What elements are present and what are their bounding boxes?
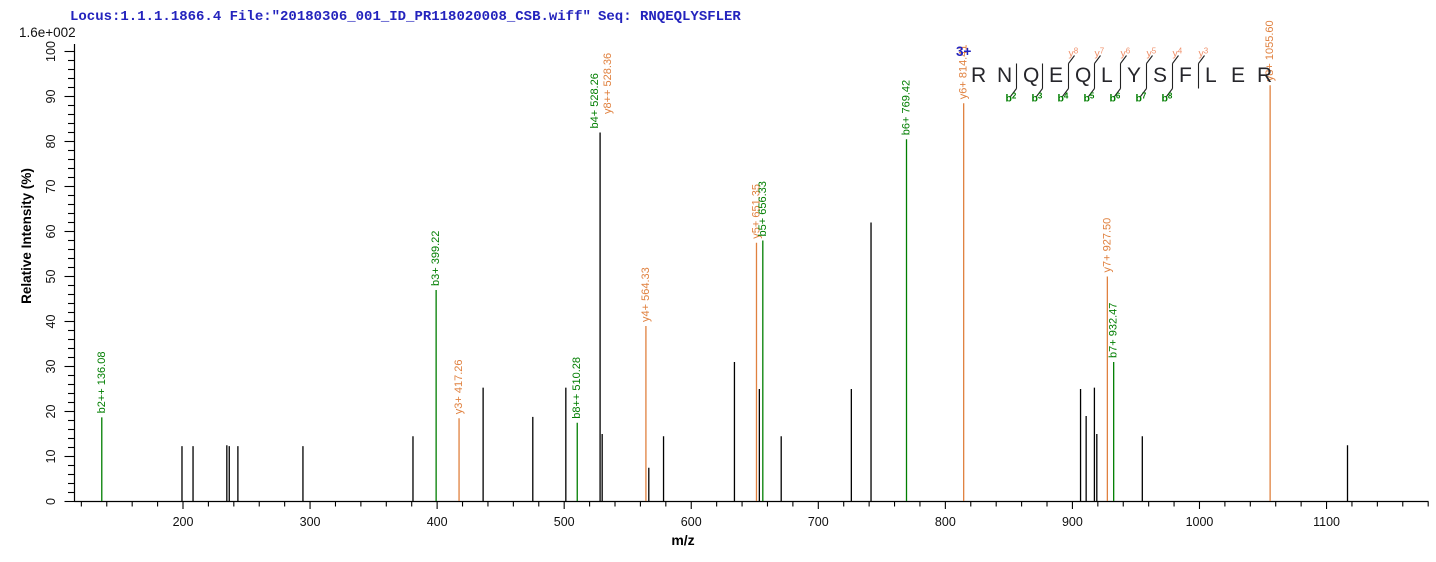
y-tick-label: 10 <box>44 450 58 464</box>
b-cleavage-slash <box>1036 88 1043 97</box>
sequence-residue: E <box>1049 64 1063 87</box>
peak-label: b2++ 136.08 <box>96 352 108 414</box>
peak-label: y7+ 927.50 <box>1101 218 1113 273</box>
x-tick-label: 400 <box>427 515 448 529</box>
y-tick-label: 90 <box>44 90 58 104</box>
x-tick-label: 1000 <box>1186 515 1214 529</box>
sequence-residue: E <box>1231 64 1245 87</box>
y-ion-label: y6 <box>1121 47 1131 60</box>
peak-label: y5+ 651.35 <box>750 184 762 239</box>
y-tick-label: 100 <box>44 41 58 62</box>
y-cleavage-slash <box>1068 55 1075 64</box>
peak-label: b8++ 510.28 <box>571 357 583 419</box>
peak-label: b4+ 528.26 <box>589 73 601 128</box>
b-cleavage-slash <box>1140 88 1147 97</box>
y-cleavage-slash <box>1094 55 1101 64</box>
y-cleavage-slash <box>1172 55 1179 64</box>
sequence-residue: R <box>971 64 986 87</box>
b-cleavage-slash <box>1010 88 1017 97</box>
y-cleavage-slash <box>1120 55 1127 64</box>
peak-label: b7+ 932.47 <box>1108 303 1120 358</box>
peak-label: y3+ 417.26 <box>453 360 465 415</box>
x-tick-label: 200 <box>173 515 194 529</box>
b-cleavage-slash <box>1166 88 1173 97</box>
sequence-residue: L <box>1205 64 1217 87</box>
peak-label: y8++ 528.36 <box>602 53 614 114</box>
sequence-residue: N <box>997 64 1012 87</box>
sequence-residue: L <box>1101 64 1113 87</box>
b-cleavage-slash <box>1088 88 1095 97</box>
x-axis-title: m/z <box>671 532 694 548</box>
sequence-residue: Q <box>1075 64 1091 87</box>
sequence-residue: F <box>1179 64 1192 87</box>
y-cleavage-slash <box>1146 55 1153 64</box>
b-ion-label: b2 <box>1006 92 1017 105</box>
b-cleavage-slash <box>1062 88 1069 97</box>
sequence-header-label: Seq: RNQEQLYSFLER <box>598 9 741 25</box>
b-ion-label: b7 <box>1136 92 1147 105</box>
sequence-residue: Y <box>1127 64 1141 87</box>
x-tick-label: 300 <box>300 515 321 529</box>
sequence-residue: R <box>1257 64 1272 87</box>
x-tick-label: 800 <box>935 515 956 529</box>
b-ion-label: b4 <box>1058 92 1069 105</box>
b-ion-label: b6 <box>1110 92 1121 105</box>
x-tick-label: 900 <box>1062 515 1083 529</box>
peak-label: y4+ 564.33 <box>640 267 652 322</box>
sequence-residue: Q <box>1023 64 1039 87</box>
y-ion-label: y7 <box>1095 47 1105 60</box>
x-tick-label: 600 <box>681 515 702 529</box>
y-tick-label: 30 <box>44 360 58 374</box>
locus-file-label: Locus:1.1.1.1866.4 File:"20180306_001_ID… <box>70 9 591 25</box>
peak-label: y6+ 814.41 <box>958 45 970 100</box>
peak-label: y8+ 1055.60 <box>1264 20 1276 81</box>
b-cleavage-slash <box>1114 88 1121 97</box>
y-tick-label: 0 <box>44 498 58 505</box>
y-tick-label: 50 <box>44 270 58 284</box>
b-ion-label: b5 <box>1084 92 1095 105</box>
charge-state-label: 3+ <box>956 44 972 59</box>
y-cleavage-slash <box>1198 55 1205 64</box>
x-tick-label: 500 <box>554 515 575 529</box>
peak-label: b5+ 656.33 <box>757 181 769 236</box>
y-tick-label: 80 <box>44 135 58 149</box>
b-ion-label: b3 <box>1032 92 1043 105</box>
peak-label: b3+ 399.22 <box>430 231 442 286</box>
peak-label: b6+ 769.42 <box>901 80 913 135</box>
y-tick-label: 40 <box>44 315 58 329</box>
x-tick-label: 700 <box>808 515 829 529</box>
y-ion-label: y8 <box>1069 47 1079 60</box>
max-intensity-label: 1.6e+002 <box>19 25 76 40</box>
y-tick-label: 60 <box>44 225 58 239</box>
b-ion-label: b8 <box>1162 92 1173 105</box>
y-tick-label: 20 <box>44 405 58 419</box>
y-ion-label: y5 <box>1147 47 1157 60</box>
x-tick-label: 1100 <box>1313 515 1340 529</box>
sequence-residue: S <box>1153 64 1167 87</box>
y-tick-label: 70 <box>44 180 58 194</box>
y-axis-title: Relative Intensity (%) <box>19 168 34 304</box>
y-ion-label: y3 <box>1199 47 1209 60</box>
y-ion-label: y4 <box>1173 47 1183 60</box>
